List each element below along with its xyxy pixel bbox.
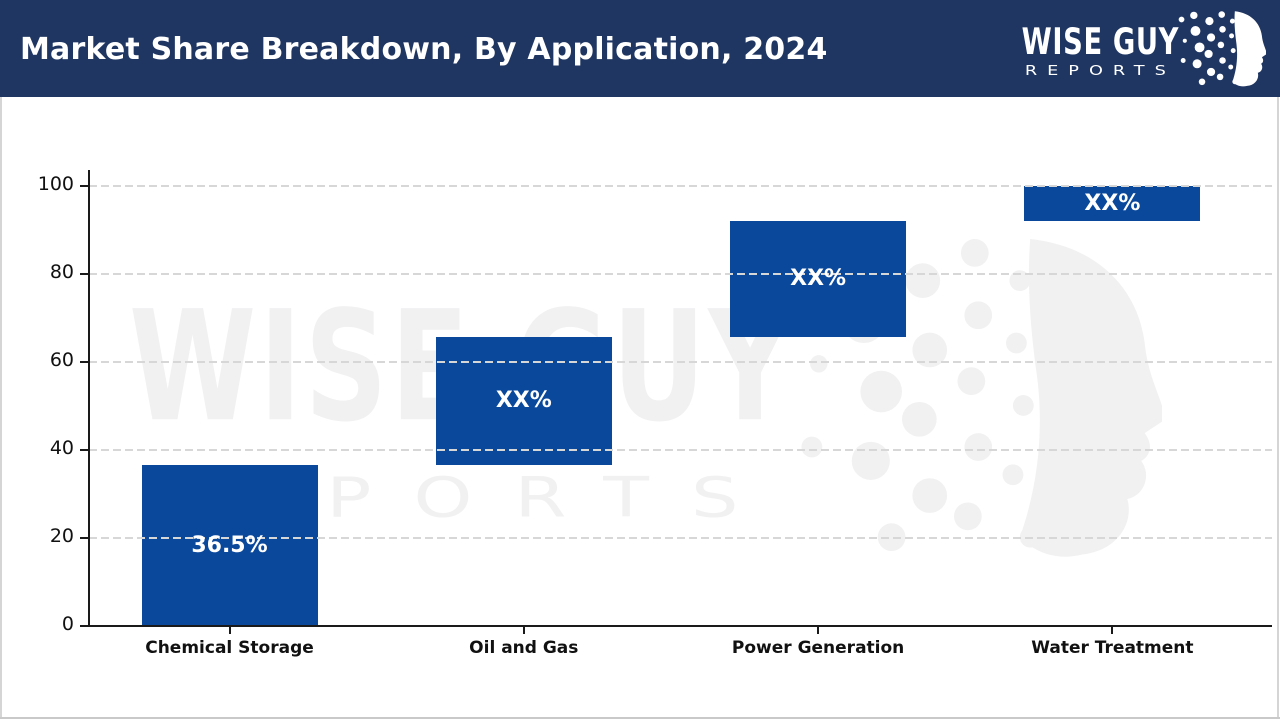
page-edge-bottom (0, 717, 1280, 719)
page-title: Market Share Breakdown, By Application, … (20, 32, 828, 68)
y-tick-label: 60 (49, 348, 74, 371)
y-tick-label: 20 (49, 524, 74, 547)
bar-value-label: XX% (1084, 190, 1141, 216)
gridline-100 (89, 184, 1272, 187)
header: Market Share Breakdown, By Application, … (0, 0, 1280, 97)
x-tick-mark (522, 627, 525, 634)
y-tick-label: 80 (49, 260, 74, 283)
gridline-40 (89, 448, 1272, 451)
y-tick-label: 0 (61, 613, 74, 635)
x-tick-label: Water Treatment (1031, 638, 1194, 658)
page-edge-left (0, 97, 2, 718)
bar-value-label: XX% (790, 266, 847, 292)
bar-value-label: XX% (495, 388, 552, 414)
gridline-60 (89, 360, 1272, 363)
logo-reports-text: REPORTS (1025, 64, 1176, 79)
gridline-20 (89, 536, 1272, 539)
y-tick-mark (80, 448, 88, 451)
bar-power-generation: XX% (730, 220, 907, 337)
y-axis (88, 170, 90, 627)
bar-water-treatment: XX% (1024, 185, 1201, 221)
page-edge-right (1277, 97, 1279, 718)
y-tick-mark (80, 360, 88, 363)
x-tick-mark (1111, 627, 1114, 634)
y-tick-mark (80, 536, 88, 539)
y-tick-mark (80, 272, 88, 275)
x-axis (88, 625, 1272, 627)
bar-chemical-storage: 36.5% (141, 465, 318, 626)
logo-wordmark: WISE GUY (1022, 21, 1179, 63)
x-tick-label: Chemical Storage (145, 638, 314, 658)
brand-logo: WISE GUY REPORTS (1022, 11, 1266, 87)
head-dots-icon (1178, 11, 1266, 87)
x-tick-label: Oil and Gas (469, 638, 579, 658)
y-tick-mark (80, 184, 88, 187)
x-tick-mark (817, 627, 820, 634)
y-tick-label: 40 (49, 436, 74, 459)
y-tick-label: 100 (37, 172, 74, 195)
x-tick-label: Power Generation (731, 638, 905, 658)
x-tick-mark (228, 627, 231, 634)
bar-oil-and-gas: XX% (435, 336, 612, 466)
bar-value-label: 36.5% (191, 533, 268, 559)
gridline-80 (89, 272, 1272, 275)
y-tick-mark (80, 625, 88, 627)
face-profile-icon (1232, 11, 1266, 87)
chart-area: WISE GUY REPORTS 36.5% Chemical Storage XX… (0, 97, 1280, 720)
